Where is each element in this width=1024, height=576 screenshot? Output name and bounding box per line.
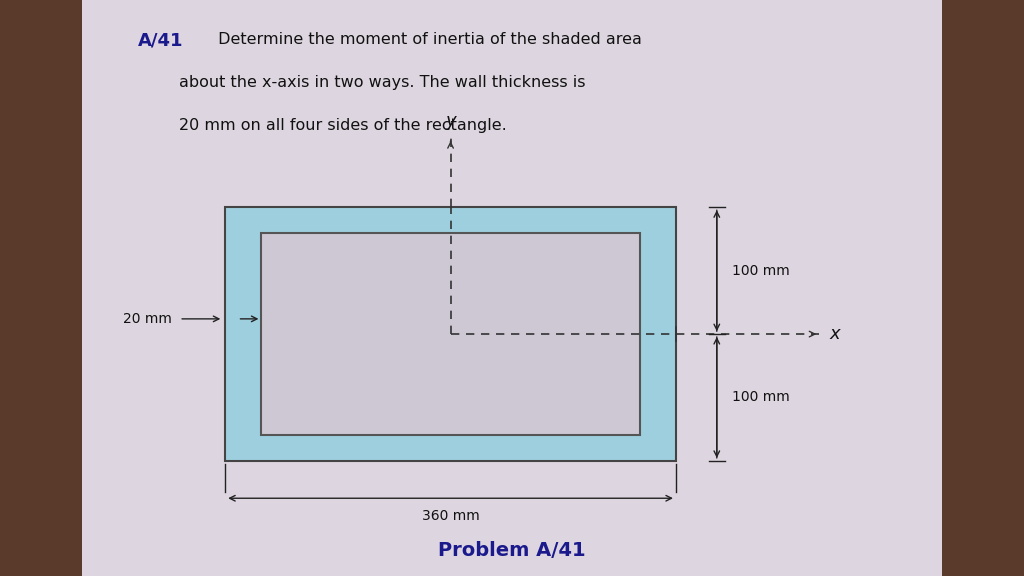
Text: 20 mm: 20 mm — [123, 312, 172, 326]
Text: 20 mm on all four sides of the rectangle.: 20 mm on all four sides of the rectangle… — [179, 118, 507, 133]
Text: x: x — [829, 325, 840, 343]
Text: 100 mm: 100 mm — [732, 264, 790, 278]
Text: 360 mm: 360 mm — [422, 509, 479, 522]
Bar — [82, 0, 942, 576]
Text: about the x-axis in two ways. The wall thickness is: about the x-axis in two ways. The wall t… — [179, 75, 586, 90]
Text: y: y — [445, 112, 456, 130]
Bar — [225, 207, 676, 461]
Text: Determine the moment of inertia of the shaded area: Determine the moment of inertia of the s… — [213, 32, 642, 47]
Text: 100 mm: 100 mm — [732, 391, 790, 404]
Bar — [261, 233, 640, 435]
Text: Problem A/41: Problem A/41 — [438, 541, 586, 559]
Text: A/41: A/41 — [138, 32, 183, 50]
